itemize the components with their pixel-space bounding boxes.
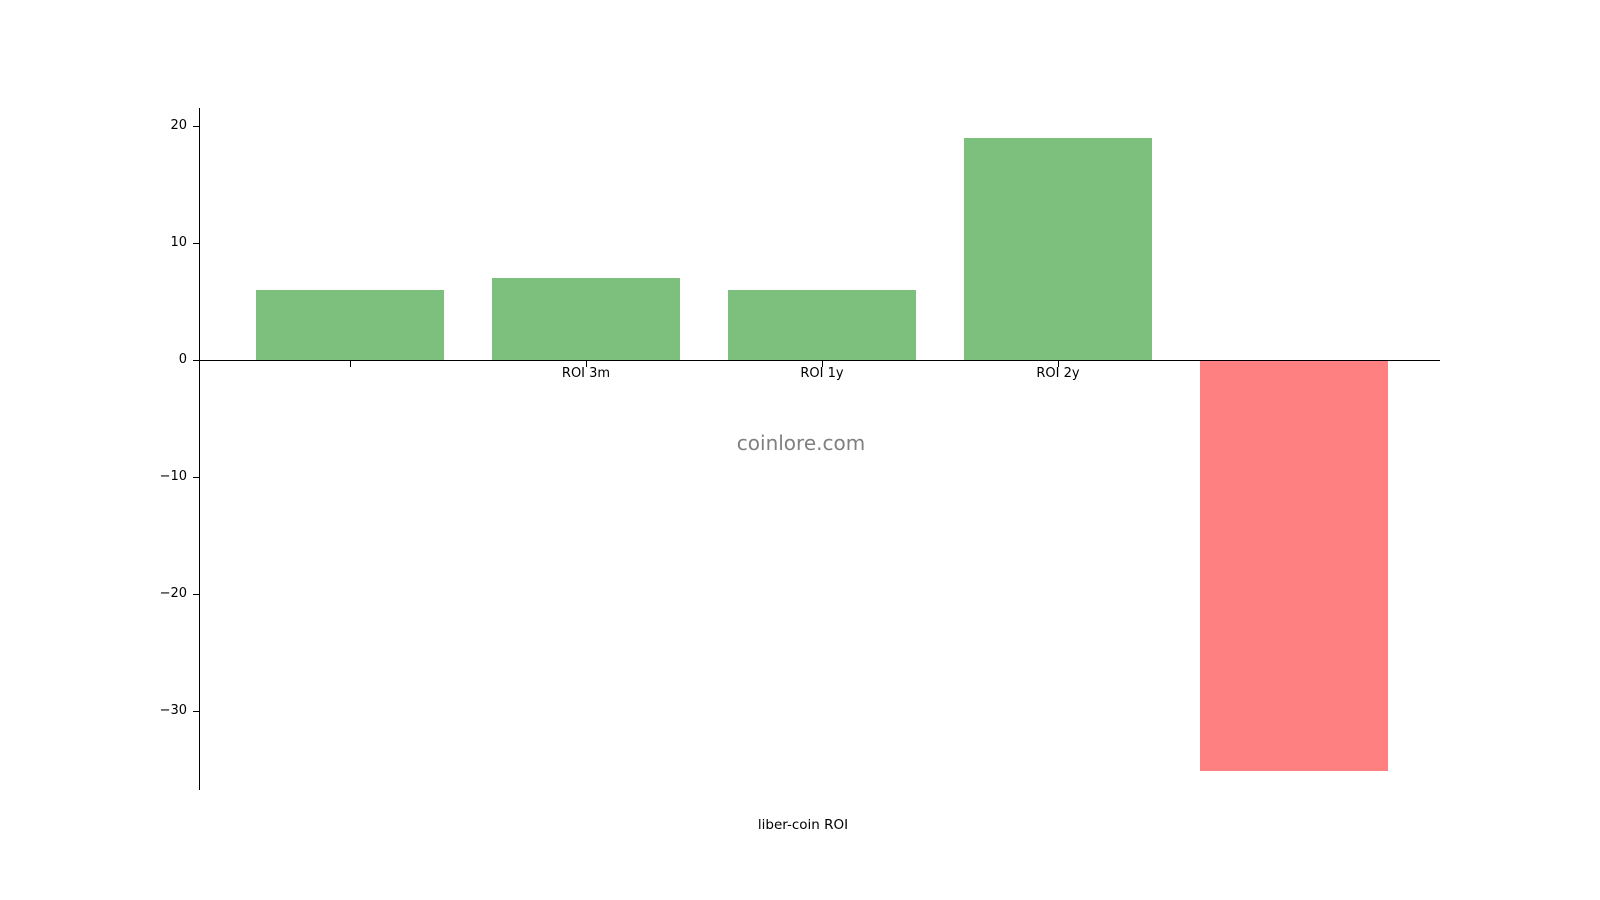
chart-title: liber-coin ROI: [757, 817, 849, 833]
x-tick-mark-0: [350, 361, 351, 367]
y-tick-label--20: −20: [159, 586, 187, 601]
x-tick-mark-1: [586, 361, 587, 367]
y-tick-label-0: 0: [178, 352, 187, 367]
y-tick-label--30: −30: [159, 703, 187, 718]
bar-1: [256, 290, 444, 360]
x-tick-label-3: ROI 2y: [1036, 366, 1080, 381]
y-tick-mark-10: [193, 243, 200, 244]
x-tick-label-2: ROI 1y: [800, 366, 844, 381]
y-tick-label-10: 10: [170, 235, 187, 250]
x-tick-label-1: ROI 3m: [561, 366, 611, 381]
y-tick-label--10: −10: [159, 469, 187, 484]
y-tick-label-20: 20: [170, 118, 187, 133]
bar-4-roi-2y: [964, 138, 1152, 360]
x-tick-mark-3: [1058, 361, 1059, 367]
y-tick-mark--30: [193, 711, 200, 712]
y-tick-mark--20: [193, 594, 200, 595]
x-tick-mark-2: [822, 361, 823, 367]
y-tick-mark-20: [193, 126, 200, 127]
x-axis-zero-line: [200, 360, 1440, 361]
y-axis-line: [199, 108, 200, 790]
bar-5: [1200, 361, 1388, 771]
watermark-text: coinlore.com: [736, 431, 866, 455]
y-tick-mark-0: [193, 360, 200, 361]
bar-3-roi-1y: [728, 290, 916, 360]
bar-2-roi-3m: [492, 278, 680, 360]
y-tick-mark--10: [193, 477, 200, 478]
